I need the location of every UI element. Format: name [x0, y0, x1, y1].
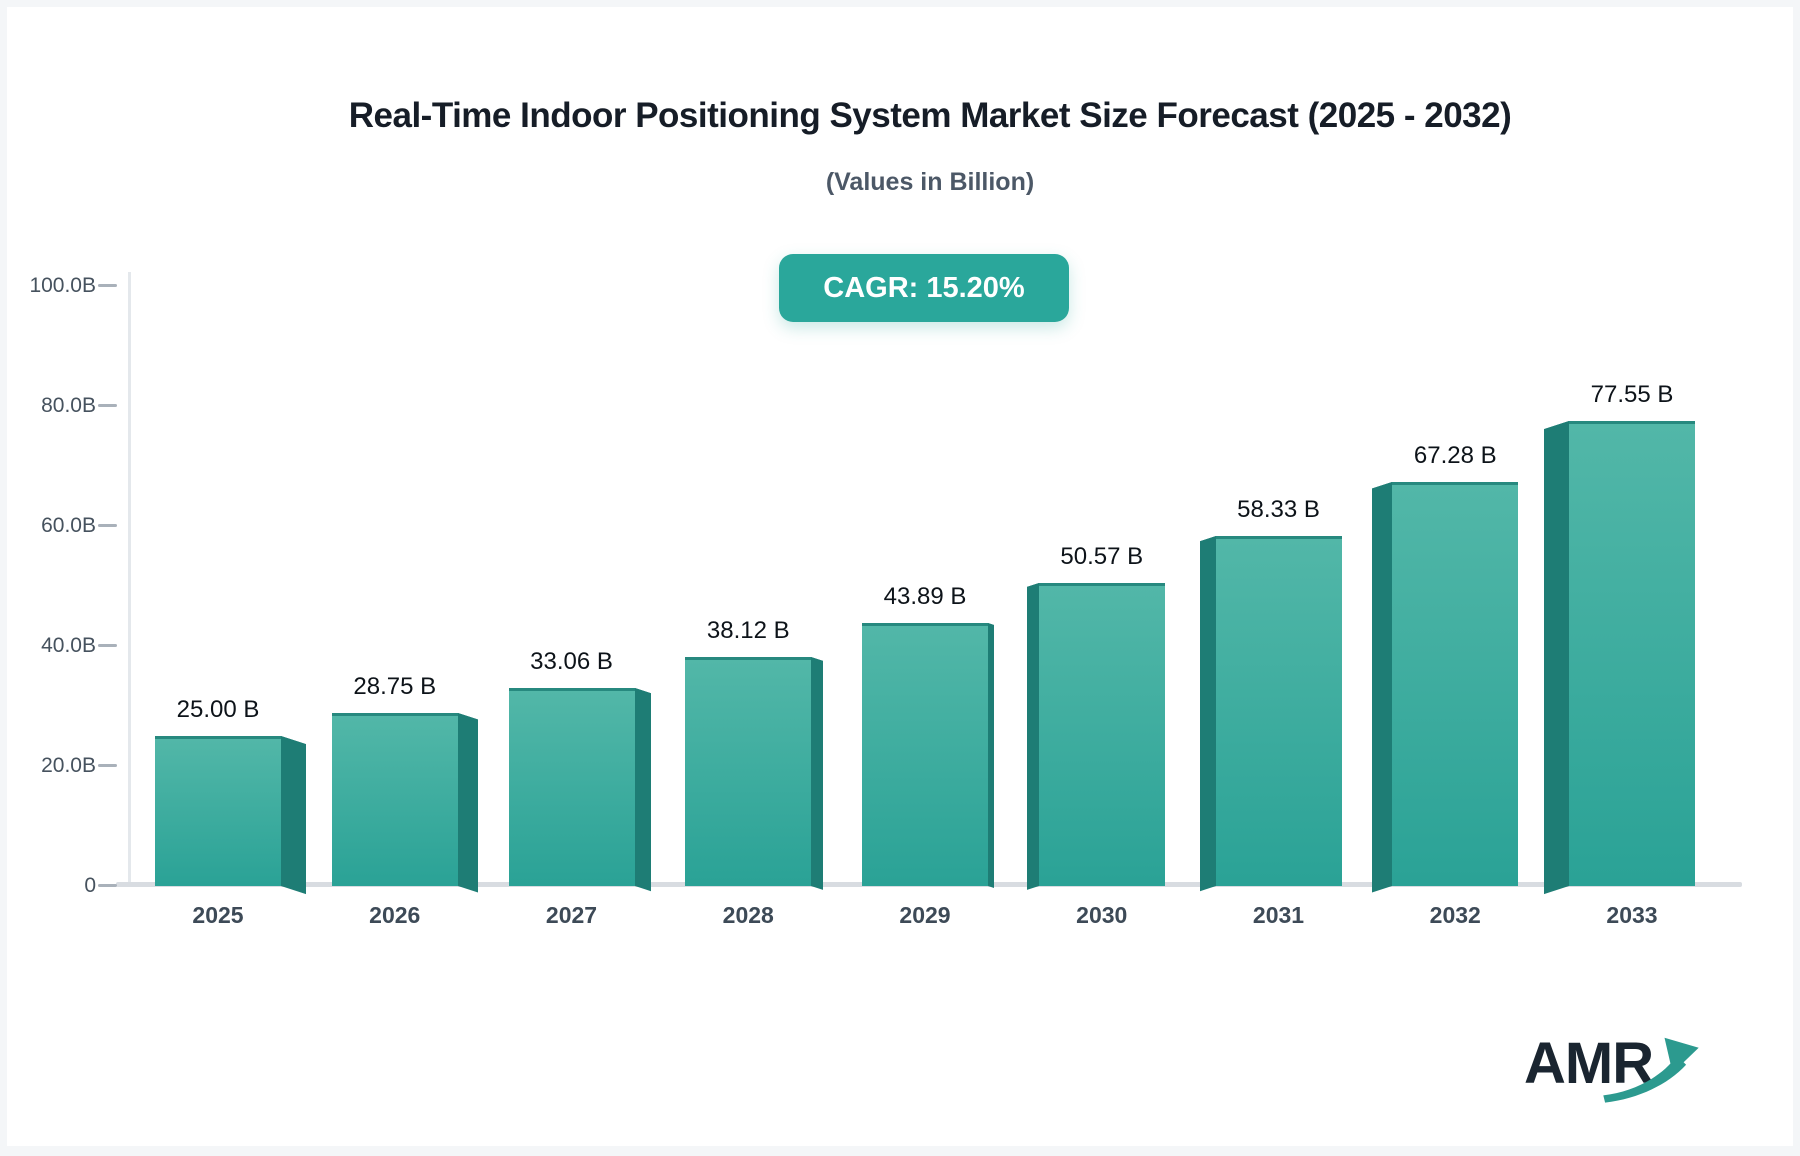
bar-side-face — [1544, 421, 1569, 895]
x-axis-label-2033: 2033 — [1606, 902, 1658, 928]
x-axis-label-2029: 2029 — [899, 902, 951, 928]
amr-logo-text: AMR — [1524, 1031, 1654, 1096]
bar-front-face — [155, 736, 281, 886]
bar-front-face — [1215, 536, 1342, 886]
bar-side-face — [988, 623, 994, 888]
bar-front-face — [331, 713, 458, 886]
y-axis-tick — [98, 404, 117, 407]
x-axis-label-2025: 2025 — [192, 902, 244, 928]
y-axis-tick — [98, 764, 117, 767]
bar-value-label: 50.57 B — [1060, 543, 1144, 570]
cagr-badge: CAGR: 15.20% — [779, 254, 1069, 322]
y-axis-tick — [98, 884, 117, 887]
bar-side-face — [457, 713, 478, 893]
bar-value-label: 77.55 B — [1590, 381, 1674, 408]
y-axis-tick — [98, 644, 117, 647]
chart-title: Real-Time Indoor Positioning System Mark… — [348, 96, 1512, 135]
bar-front-face — [1569, 421, 1695, 886]
bar-value-label: 33.06 B — [530, 648, 613, 675]
x-axis-label-2031: 2031 — [1252, 902, 1305, 928]
bar-front-face — [508, 688, 635, 886]
bar-side-face — [1026, 583, 1039, 890]
bar-front-face — [1038, 583, 1165, 886]
x-axis-label-2026: 2026 — [369, 902, 421, 928]
y-axis-line — [128, 272, 131, 886]
bar-value-label: 25.00 B — [176, 696, 260, 723]
y-axis-label: 60.0B — [41, 514, 96, 537]
y-axis-label: 100.0B — [29, 274, 96, 297]
x-axis-label-2028: 2028 — [722, 902, 774, 928]
y-axis-tick — [98, 524, 117, 527]
growth-arrow-icon — [1603, 1037, 1699, 1103]
y-axis-tick — [98, 284, 117, 287]
y-axis-label: 40.0B — [41, 634, 96, 657]
bar-side-face — [1372, 482, 1393, 893]
x-axis-label-2027: 2027 — [545, 902, 598, 928]
bar-value-label: 28.75 B — [353, 673, 437, 700]
bar-front-face — [862, 623, 988, 886]
x-axis-label-2030: 2030 — [1076, 902, 1128, 928]
bar-side-face — [1199, 536, 1216, 892]
bar-value-label: 67.28 B — [1413, 442, 1497, 469]
y-axis-label: 20.0B — [41, 754, 96, 777]
bar-side-face — [634, 688, 651, 892]
chart-subtitle: (Values in Billion) — [825, 168, 1035, 196]
bar-value-label: 43.89 B — [883, 583, 967, 610]
bar-front-face — [1392, 482, 1519, 886]
bar-value-label: 38.12 B — [706, 617, 790, 644]
bar-front-face — [685, 657, 812, 886]
y-axis-label: 80.0B — [41, 394, 96, 417]
x-axis-label-2032: 2032 — [1429, 902, 1481, 928]
bar-side-face — [281, 736, 306, 895]
y-axis-label: 0 — [84, 874, 96, 897]
bar-side-face — [811, 657, 824, 890]
bar-value-label: 58.33 B — [1237, 496, 1320, 523]
